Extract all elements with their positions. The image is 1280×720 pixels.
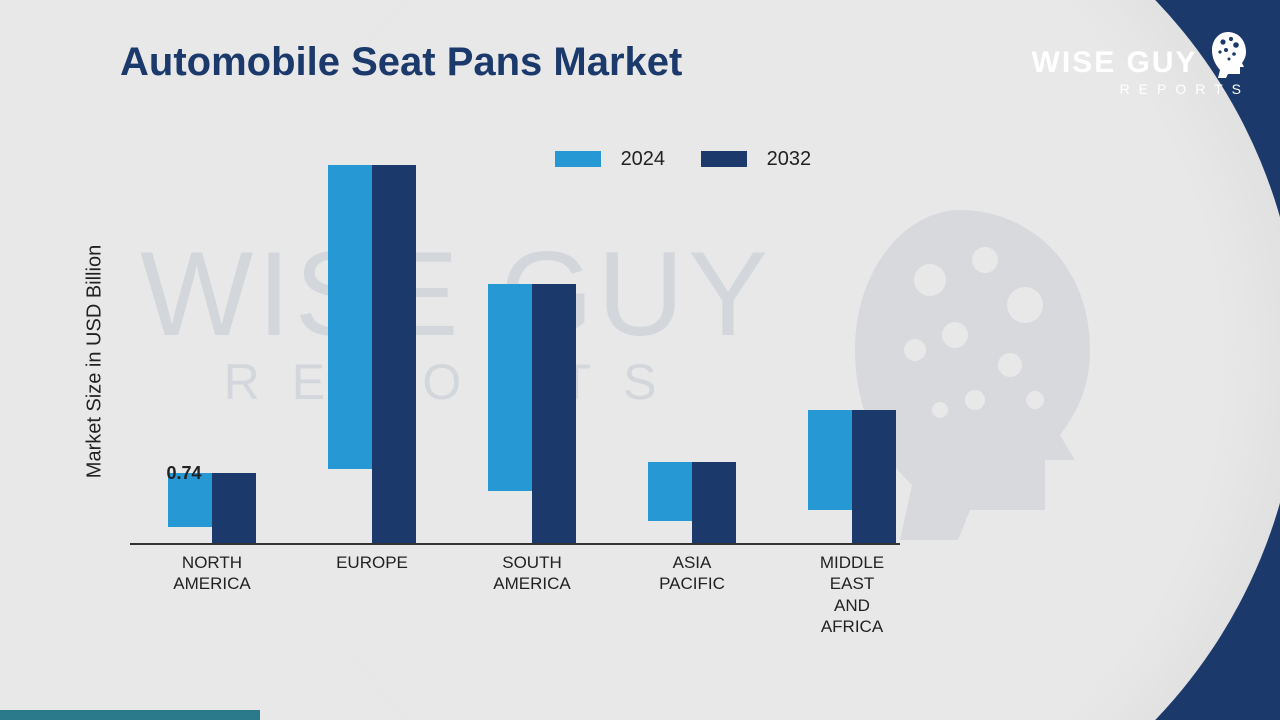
bar-series-2032 [692, 462, 736, 543]
x-axis-category-label: NORTH AMERICA [142, 552, 282, 595]
chart-title: Automobile Seat Pans Market [120, 40, 682, 85]
bar-group [480, 284, 584, 543]
bar-series-2032 [372, 165, 416, 543]
bar-series-2032 [852, 410, 896, 543]
plot-area: NORTH AMERICA0.74EUROPESOUTH AMERICAASIA… [130, 160, 900, 545]
x-axis-category-label: SOUTH AMERICA [462, 552, 602, 595]
bar-series-2024 [488, 284, 532, 491]
bar-series-2032 [532, 284, 576, 543]
head-silhouette-icon [1208, 30, 1250, 83]
y-axis-label: Market Size in USD Billion [84, 192, 107, 532]
x-axis-category-label: MIDDLE EAST AND AFRICA [782, 552, 922, 637]
bottom-left-accent-strip [0, 710, 260, 720]
bar-series-2024 [328, 165, 372, 469]
brand-logo: WISE GUY REPORTS [1032, 30, 1250, 97]
page-root: Automobile Seat Pans Market WISE GUY REP… [0, 0, 1280, 720]
bar-value-label: 0.74 [154, 463, 214, 484]
bar-group [320, 165, 424, 543]
bar-group [800, 410, 904, 543]
x-axis-category-label: EUROPE [302, 552, 442, 573]
x-axis-category-label: ASIA PACIFIC [622, 552, 762, 595]
bar-series-2024 [648, 462, 692, 521]
brand-logo-line2: REPORTS [1032, 81, 1250, 97]
bar-group [640, 462, 744, 543]
bar-series-2032 [212, 473, 256, 543]
brand-logo-line1: WISE GUY [1032, 46, 1198, 79]
bar-series-2024 [808, 410, 852, 510]
bar-chart: Market Size in USD Billion NORTH AMERICA… [90, 160, 900, 660]
